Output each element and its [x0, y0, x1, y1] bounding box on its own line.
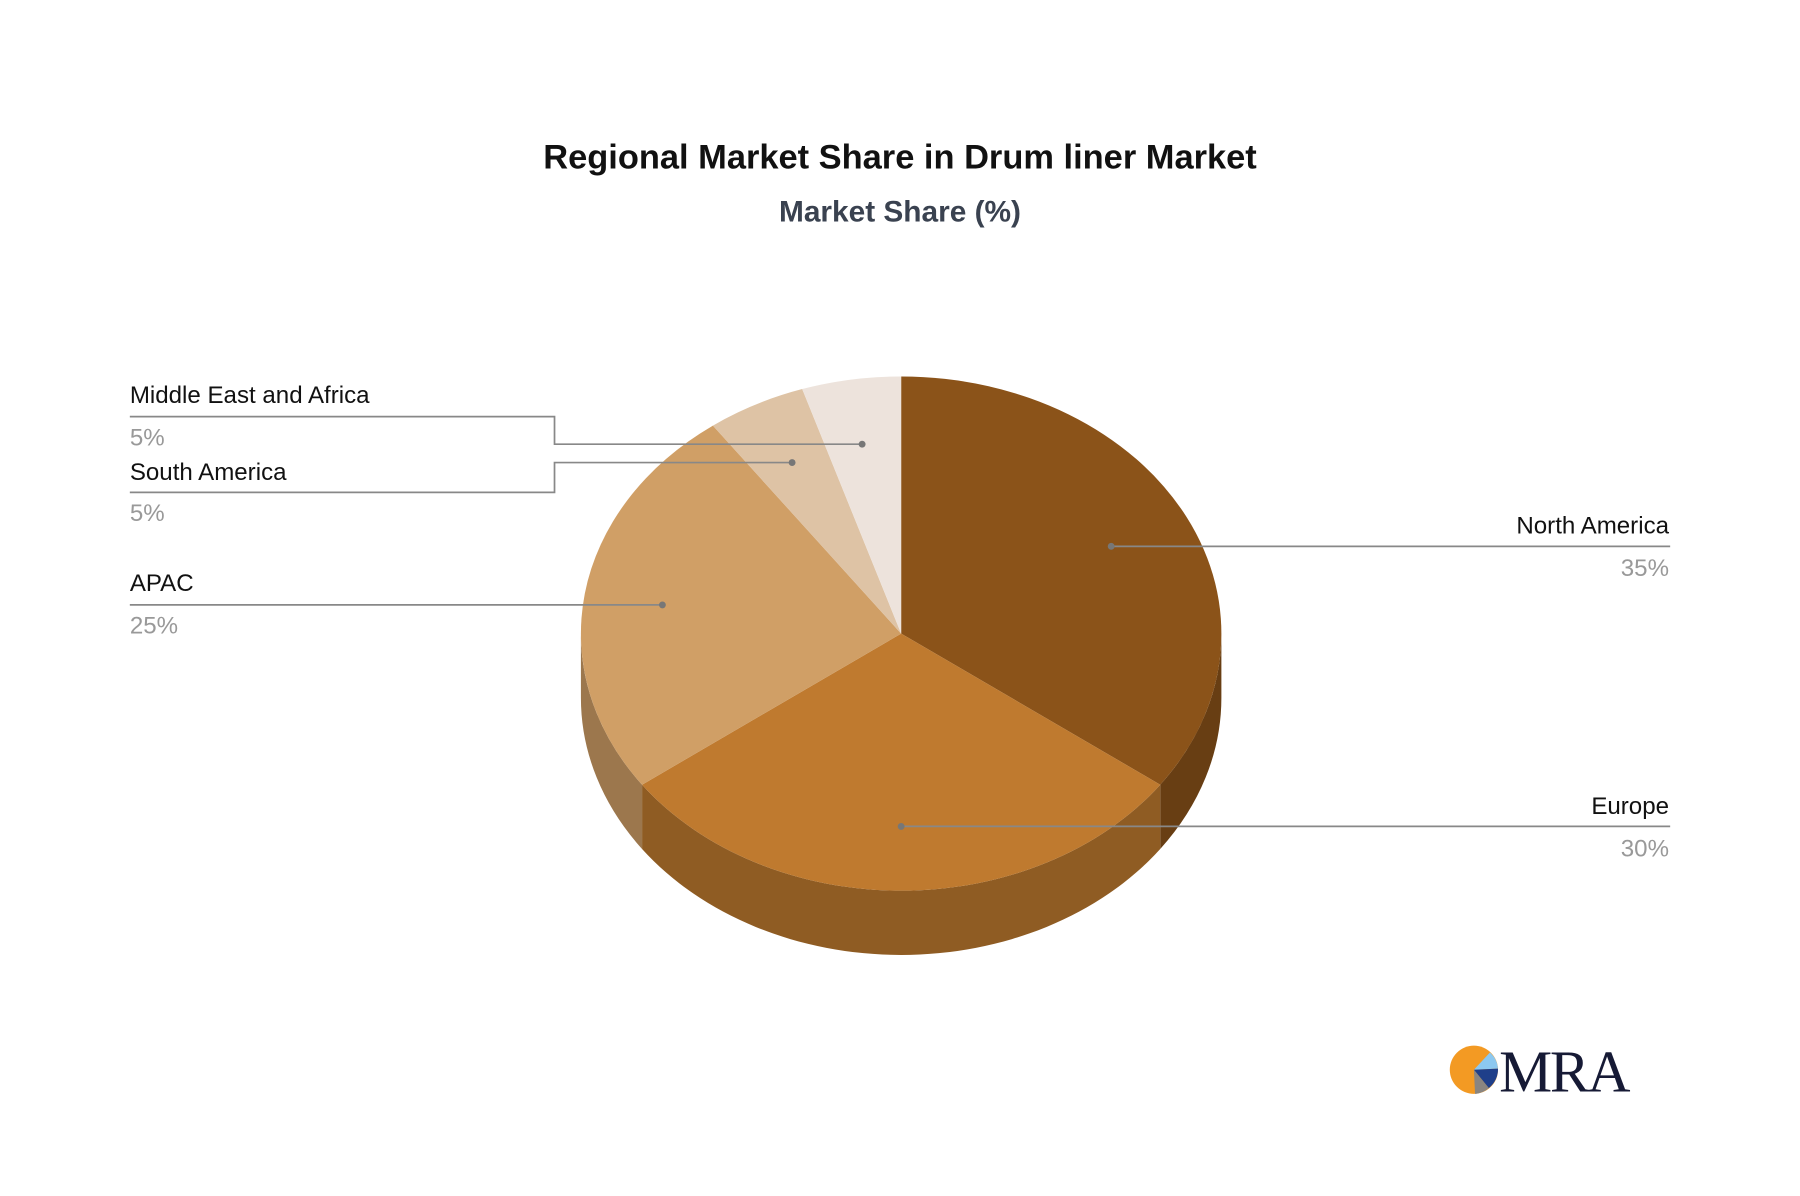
pct-north-america: 35% [1621, 555, 1669, 582]
label-europe: Europe [1591, 793, 1669, 820]
label-apac: APAC [130, 570, 194, 597]
logo-text: MRA [1499, 1039, 1630, 1105]
logo-pie-wedge-dark [1473, 1068, 1499, 1089]
logo-pie-wedge-grey [1473, 1069, 1489, 1094]
leader-line-mea [129, 415, 863, 446]
pct-south-america: 5% [130, 500, 165, 527]
leader-dot-north-america [1107, 542, 1115, 550]
leader-dot-apac [658, 601, 666, 609]
chart-subtitle: Market Share (%) [779, 196, 1021, 229]
chart-title: Regional Market Share in Drum liner Mark… [543, 139, 1257, 177]
leader-line-south-america [129, 461, 793, 494]
logo-pie-wedge-light [1473, 1052, 1498, 1070]
pie-side-europe [642, 784, 1161, 955]
leader-dot-south-america [788, 459, 796, 467]
label-mea: Middle East and Africa [130, 382, 370, 409]
data-labels: North America 35% Europe 30% APAC 25% So… [130, 382, 1670, 862]
mra-logo: MRA [1449, 1039, 1633, 1105]
label-north-america: North America [1516, 513, 1669, 540]
pie-slice-middle-east-and-africa [802, 376, 902, 634]
leader-dot-mea [858, 440, 866, 448]
pie-side-north-america [1160, 633, 1222, 849]
pie-slice-north-america [901, 376, 1222, 785]
leader-dot-europe [897, 822, 905, 830]
pct-mea: 5% [130, 424, 165, 451]
pie-side-apac [580, 633, 643, 849]
pie-slices [580, 376, 1222, 891]
leader-lines [129, 415, 1671, 830]
pie-sides [580, 633, 1222, 955]
label-south-america: South America [130, 459, 287, 486]
pct-europe: 30% [1621, 835, 1669, 862]
pie-slice-apac [580, 425, 902, 785]
pie-slice-south-america [712, 389, 902, 634]
pct-apac: 25% [130, 613, 178, 640]
